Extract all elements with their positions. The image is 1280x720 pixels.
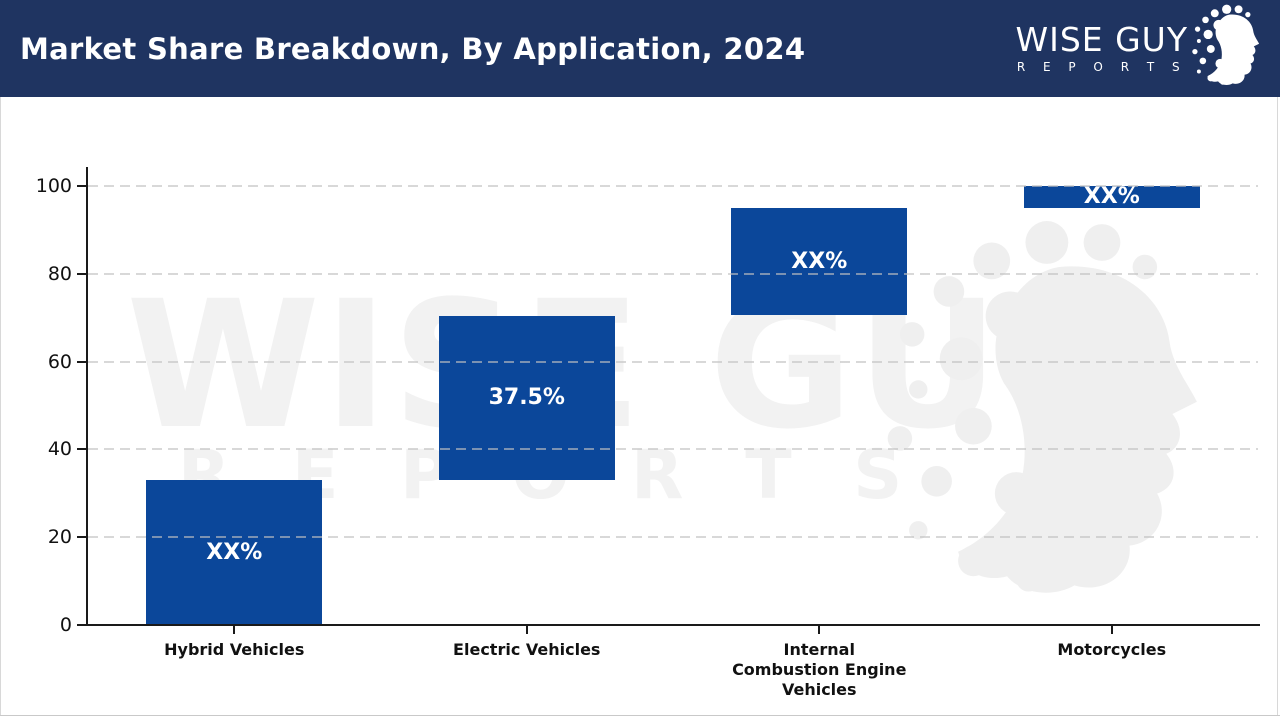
- y-tick-mark: [77, 360, 86, 363]
- bar: [1023, 186, 1200, 208]
- bar-value-label: XX%: [206, 540, 263, 566]
- logo: WISE GUY R E P O R T S: [1015, 4, 1268, 94]
- category-label: Internal Combustion Engine Vehicles: [704, 640, 934, 700]
- y-tick-mark: [77, 448, 86, 451]
- category-label-line: Vehicles: [781, 680, 857, 699]
- y-tick-label: 40: [47, 438, 72, 461]
- y-axis-spine: [86, 167, 88, 626]
- chart-border-bottom: [0, 715, 1280, 716]
- category-label-line: Hybrid Vehicles: [164, 640, 305, 659]
- bar: [438, 315, 615, 481]
- y-tick-mark: [77, 624, 86, 626]
- x-tick-mark: [818, 626, 821, 634]
- category-label: Electric Vehicles: [412, 640, 642, 660]
- y-tick-label: 20: [47, 526, 72, 549]
- header-bar: Market Share Breakdown, By Application, …: [0, 0, 1280, 97]
- bar-value-label: XX%: [1083, 184, 1140, 210]
- logo-reports-text: R E P O R T S: [1016, 60, 1187, 74]
- logo-wordmark: WISE GUY: [1015, 20, 1188, 59]
- bar: [731, 207, 908, 316]
- category-label: Hybrid Vehicles: [119, 640, 349, 660]
- category-label-line: Motorcycles: [1057, 640, 1167, 659]
- category-label: Motorcycles: [997, 640, 1227, 660]
- gridline: [88, 360, 1258, 363]
- gridline: [88, 272, 1258, 275]
- gridline: [88, 185, 1258, 187]
- logo-text: WISE GUY R E P O R T S: [1015, 23, 1188, 74]
- chart-border-right: [1277, 97, 1278, 716]
- bar: [146, 480, 323, 625]
- y-tick-label: 60: [47, 350, 72, 373]
- x-tick-mark: [233, 626, 236, 634]
- watermark-head-icon: [868, 218, 1238, 620]
- y-tick-mark: [77, 185, 86, 187]
- page-title: Market Share Breakdown, By Application, …: [20, 31, 806, 66]
- gridline: [88, 448, 1258, 451]
- category-label-line: Internal: [783, 640, 855, 659]
- chart-border-left: [0, 97, 1, 716]
- bar-value-label: 37.5%: [488, 385, 565, 411]
- bar-value-label: XX%: [791, 249, 848, 275]
- y-tick-label: 100: [35, 175, 72, 197]
- x-tick-mark: [1110, 626, 1113, 634]
- y-tick-mark: [77, 272, 86, 275]
- logo-head-icon: [1188, 4, 1268, 94]
- x-axis-spine: [86, 624, 1260, 626]
- y-tick-mark: [77, 536, 86, 539]
- y-tick-label: 0: [59, 614, 72, 636]
- gridline: [88, 536, 1258, 539]
- x-tick-mark: [525, 626, 528, 634]
- category-label-line: Electric Vehicles: [453, 640, 601, 659]
- category-label-line: Combustion Engine: [732, 660, 907, 679]
- y-tick-label: 80: [47, 262, 72, 285]
